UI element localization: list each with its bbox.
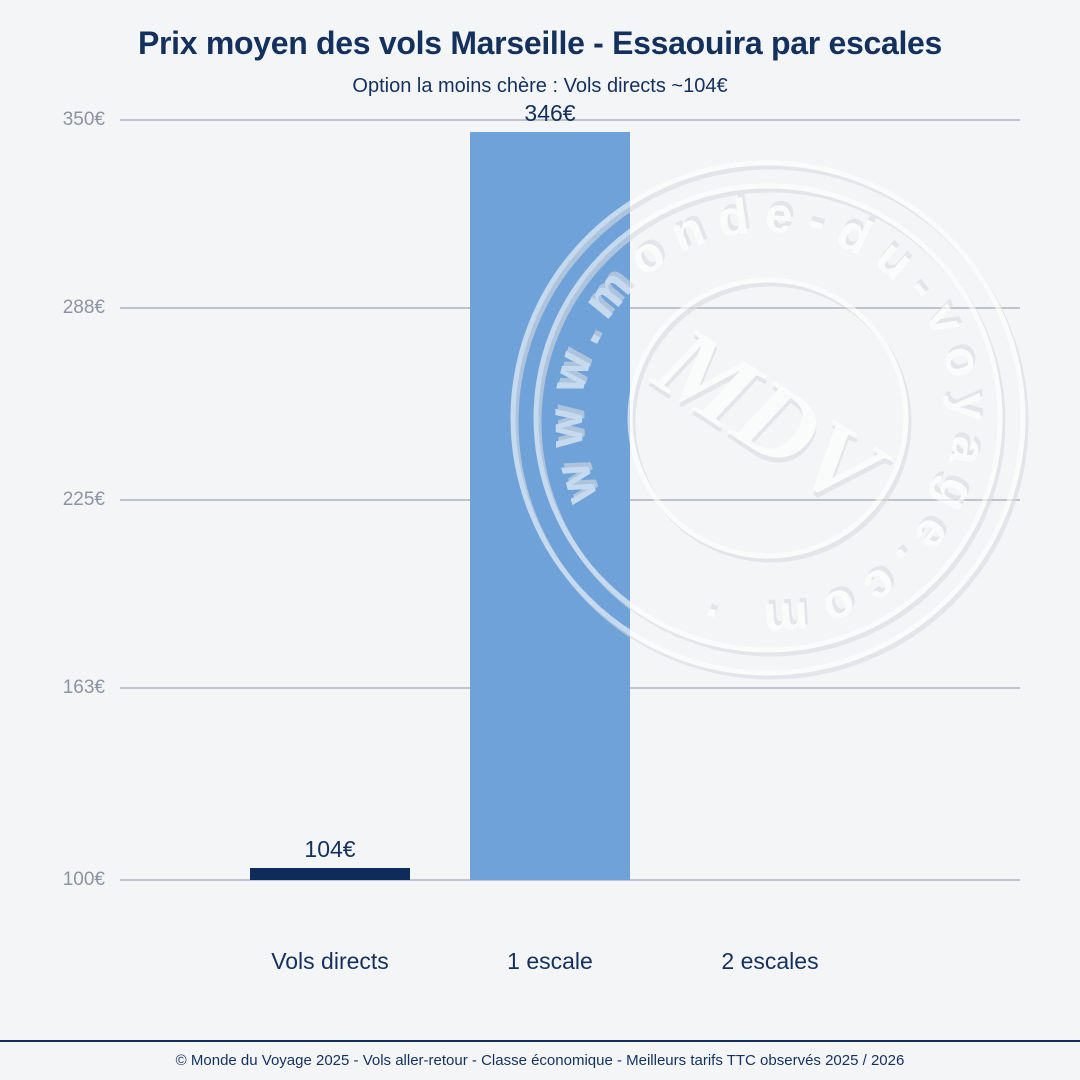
y-axis-tick-label: 163€	[62, 677, 105, 699]
x-axis-category-label-1-escale: 1 escale	[507, 948, 593, 974]
x-axis-category-label-vols-directs: Vols directs	[271, 948, 389, 974]
y-axis-tick-label: 225€	[62, 489, 105, 510]
bar-value-label-1-escale: 346€	[524, 100, 576, 127]
gridline	[120, 879, 1020, 881]
footer-text: © Monde du Voyage 2025 - Vols aller-reto…	[175, 1051, 905, 1069]
y-axis-tick-label: 100€	[62, 869, 105, 890]
y-axis-tick-label: 350€	[62, 109, 105, 130]
bar-vols-directs	[250, 867, 410, 880]
gridline	[120, 119, 1020, 121]
footer: © Monde du Voyage 2025 - Vols aller-reto…	[0, 1040, 1080, 1078]
x-axis-category-label-2-escales: 2 escales	[721, 948, 819, 974]
chart-title: Prix moyen des vols Marseille - Essaouir…	[137, 25, 943, 61]
y-axis-tick-label: 288€	[62, 297, 105, 319]
bar-value-label-vols-directs: 104€	[304, 835, 356, 862]
chart-subtitle: Option la moins chère : Vols directs ~10…	[352, 75, 728, 97]
